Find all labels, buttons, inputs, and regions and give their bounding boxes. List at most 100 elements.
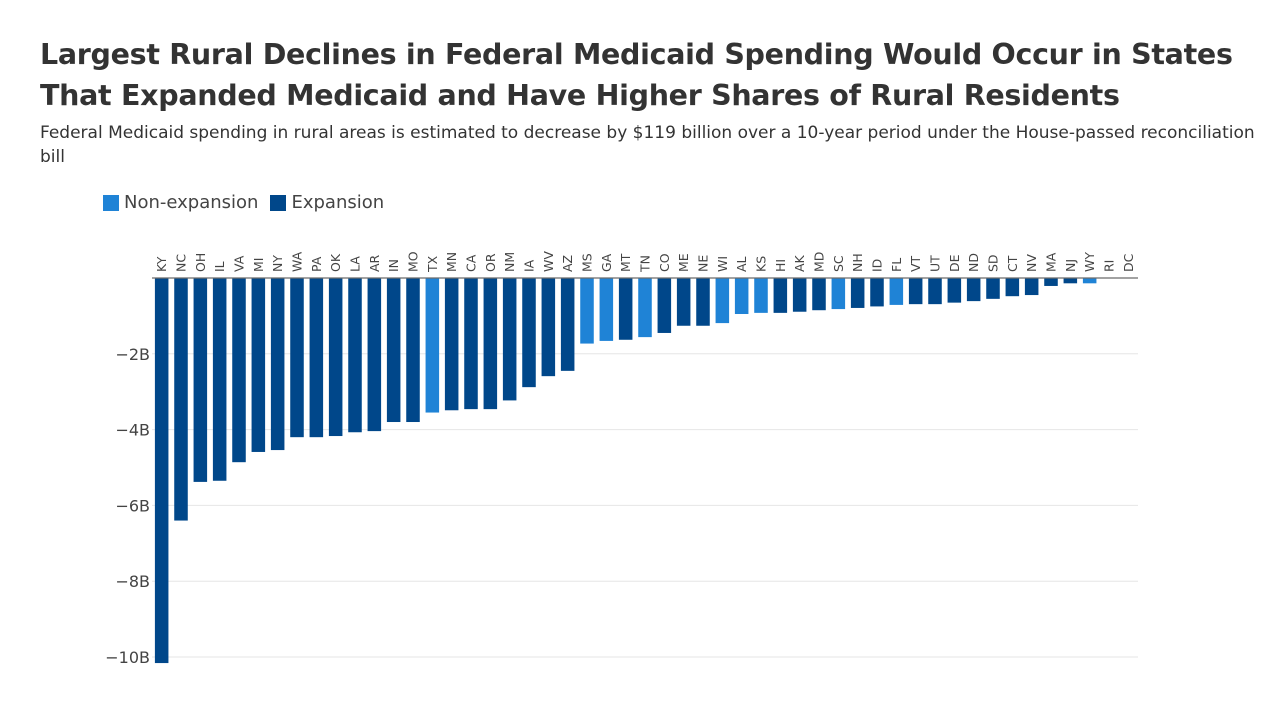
bars	[154, 278, 1097, 664]
bar-ma[interactable]	[1044, 278, 1058, 286]
bar-ky[interactable]	[154, 278, 169, 664]
bar-nc[interactable]	[174, 278, 188, 521]
bar-ak[interactable]	[792, 278, 807, 312]
x-tick-label: MD	[812, 252, 827, 272]
y-tick-label: −4B	[115, 421, 150, 440]
bar-la[interactable]	[348, 278, 362, 433]
bar-ga[interactable]	[599, 278, 614, 341]
bar-hi[interactable]	[773, 278, 788, 313]
bar-mi[interactable]	[251, 278, 266, 452]
x-tick-label: FL	[889, 258, 904, 272]
x-tick-label: HI	[773, 259, 788, 272]
bar-nh[interactable]	[850, 278, 865, 308]
bar-tx[interactable]	[425, 278, 440, 413]
bar-ut[interactable]	[928, 278, 942, 305]
bar-sc[interactable]	[831, 278, 846, 310]
bar-ct[interactable]	[1005, 278, 1020, 297]
x-tick-label: DE	[947, 254, 962, 272]
bar-ms[interactable]	[580, 278, 594, 344]
x-tick-label: IN	[386, 259, 401, 272]
x-tick-label: NE	[696, 255, 711, 272]
bar-me[interactable]	[676, 278, 691, 326]
bar-ne[interactable]	[696, 278, 710, 326]
x-tick-label: IL	[212, 261, 227, 272]
y-axis: −2B −4B −6B −8B −10B	[105, 345, 150, 667]
bar-id[interactable]	[870, 278, 884, 307]
legend-item-non-expansion[interactable]: Non-expansion	[103, 192, 258, 213]
bar-tn[interactable]	[638, 278, 652, 338]
x-tick-label: WA	[290, 251, 305, 272]
y-tick-label: −2B	[115, 345, 150, 364]
y-tick-label: −8B	[115, 572, 150, 591]
bar-al[interactable]	[734, 278, 749, 315]
bar-az[interactable]	[560, 278, 575, 371]
x-tick-label: MT	[618, 253, 633, 272]
bar-oh[interactable]	[193, 278, 208, 482]
x-tick-label: NY	[270, 255, 285, 272]
bar-wi[interactable]	[715, 278, 730, 324]
bar-de[interactable]	[947, 278, 962, 303]
x-tick-label: MA	[1044, 252, 1059, 272]
bar-or[interactable]	[483, 278, 498, 410]
chart-subtitle: Federal Medicaid spending in rural areas…	[40, 123, 1255, 167]
x-tick-label: WV	[541, 251, 556, 272]
bar-mt[interactable]	[618, 278, 633, 340]
x-tick-label: UT	[928, 255, 943, 272]
x-tick-label: TN	[638, 255, 653, 273]
x-tick-label: NH	[850, 253, 865, 272]
x-tick-label: TX	[425, 255, 440, 273]
legend-swatch-expansion	[270, 194, 287, 211]
bar-sd[interactable]	[986, 278, 1000, 299]
x-tick-label: SC	[831, 255, 846, 272]
y-tick-label: −10B	[105, 648, 150, 667]
bar-md[interactable]	[812, 278, 826, 311]
bar-nm[interactable]	[502, 278, 517, 401]
bar-ok[interactable]	[328, 278, 343, 437]
bar-wa[interactable]	[290, 278, 304, 438]
bar-nj[interactable]	[1063, 278, 1078, 284]
x-tick-label: LA	[348, 256, 363, 272]
x-tick-label: ME	[676, 253, 691, 272]
x-tick-label: ND	[966, 253, 981, 272]
bar-fl[interactable]	[889, 278, 904, 305]
bar-ca[interactable]	[464, 278, 478, 410]
bar-pa[interactable]	[309, 278, 324, 438]
bar-mo[interactable]	[406, 278, 420, 423]
x-tick-label: MI	[251, 258, 266, 272]
legend-item-expansion[interactable]: Expansion	[270, 192, 384, 213]
bar-vt[interactable]	[908, 278, 923, 305]
chart-title: Largest Rural Declines in Federal Medica…	[40, 38, 1233, 112]
bar-il[interactable]	[212, 278, 227, 481]
x-tick-label: OR	[483, 253, 498, 272]
bar-wv[interactable]	[541, 278, 556, 377]
x-axis: KY NC OH IL VA MI NY WA PA OK LA AR IN MO TX MN CA OR NM IA…	[152, 251, 1138, 279]
bar-ar[interactable]	[367, 278, 382, 432]
bar-nd[interactable]	[966, 278, 981, 302]
x-tick-label: IA	[522, 259, 537, 272]
bar-ia[interactable]	[522, 278, 536, 388]
bar-ny[interactable]	[270, 278, 285, 451]
x-tick-label: OK	[328, 253, 343, 272]
x-tick-label: ID	[870, 259, 885, 272]
x-tick-label: VT	[908, 255, 923, 272]
x-tick-label: WY	[1082, 252, 1097, 272]
bar-wy[interactable]	[1082, 278, 1097, 284]
legend-label-non-expansion: Non-expansion	[124, 192, 259, 213]
bar-nv[interactable]	[1024, 278, 1039, 296]
bar-va[interactable]	[232, 278, 246, 463]
x-tick-label: VA	[232, 255, 247, 272]
x-tick-label: NJ	[1063, 259, 1078, 272]
bar-in[interactable]	[386, 278, 401, 423]
x-tick-label: AK	[792, 254, 807, 272]
x-tick-label: MO	[406, 251, 421, 272]
x-tick-label: CT	[1005, 255, 1020, 272]
bar-mn[interactable]	[444, 278, 459, 411]
x-tick-label: OH	[193, 253, 208, 272]
bar-ks[interactable]	[754, 278, 768, 313]
bar-co[interactable]	[657, 278, 672, 333]
x-tick-label: CO	[657, 253, 672, 272]
x-tick-label: NM	[502, 252, 517, 272]
x-tick-label: WI	[715, 256, 730, 272]
x-tick-label: CA	[464, 254, 479, 272]
